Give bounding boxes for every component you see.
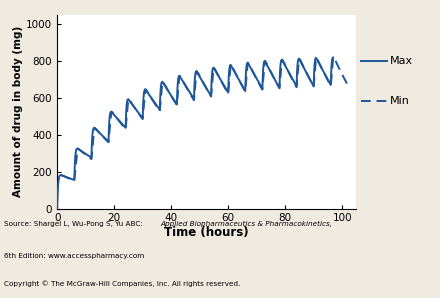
- Text: Applied Biopharmaceutics & Pharmacokinetics,: Applied Biopharmaceutics & Pharmacokinet…: [161, 221, 333, 227]
- Text: Source: Shargel L, Wu-Pong S, Yu ABC:: Source: Shargel L, Wu-Pong S, Yu ABC:: [4, 221, 146, 226]
- Y-axis label: Amount of drug in body (mg): Amount of drug in body (mg): [14, 26, 23, 197]
- Text: Copyright © The McGraw-Hill Companies, Inc. All rights reserved.: Copyright © The McGraw-Hill Companies, I…: [4, 280, 241, 287]
- Text: 6th Edition: www.accesspharmacy.com: 6th Edition: www.accesspharmacy.com: [4, 253, 145, 259]
- X-axis label: Time (hours): Time (hours): [165, 226, 249, 239]
- Text: Min: Min: [389, 96, 409, 106]
- Text: Max: Max: [389, 56, 413, 66]
